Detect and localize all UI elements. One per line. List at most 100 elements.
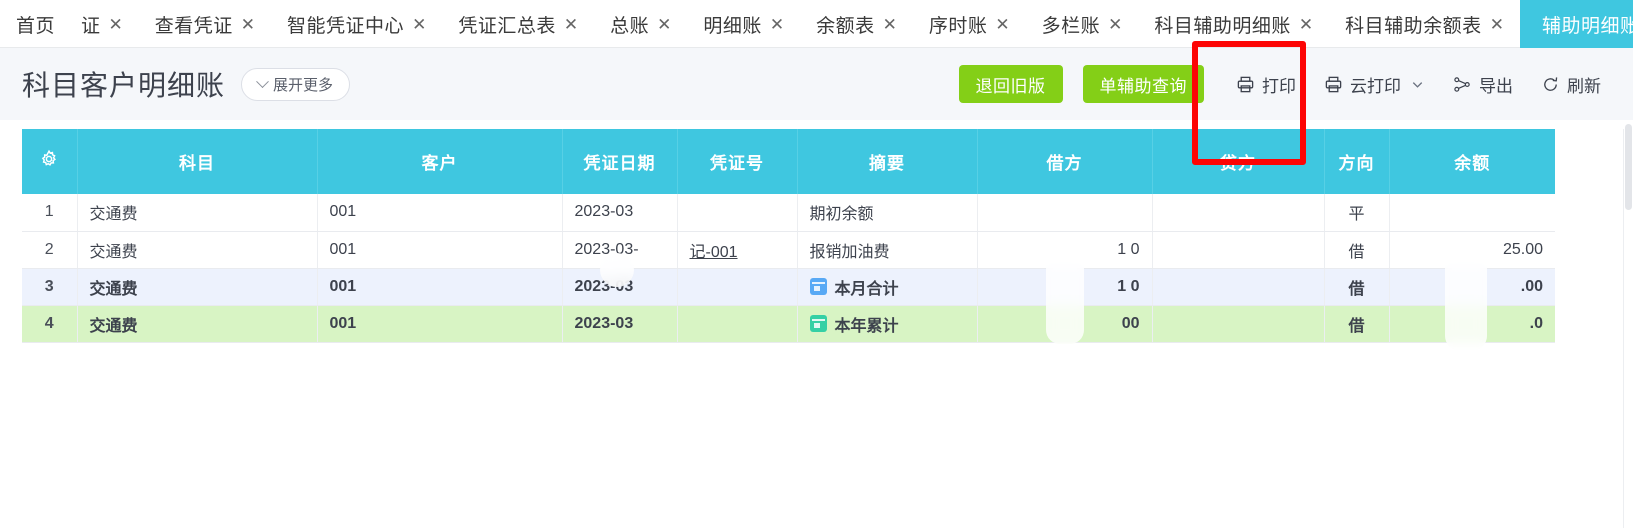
header-direction[interactable]: 方向 xyxy=(1324,129,1390,194)
tab-subject-aux-balance-sheet[interactable]: 科目辅助余额表 ✕ xyxy=(1329,0,1520,48)
cell-voucher xyxy=(677,305,798,343)
cell-balance xyxy=(1389,194,1555,232)
summary-label: 本年累计 xyxy=(834,317,899,335)
table-row[interactable]: 4 交通费 001 2023-03 本年累计 00 借 .0 xyxy=(22,305,1555,343)
tab-aux-detail-ledger[interactable]: 辅助明细账 ✕ xyxy=(1519,0,1633,48)
tab-close-icon[interactable]: ✕ xyxy=(563,14,579,34)
chevron-down-icon xyxy=(1410,77,1425,92)
header-row: 科目 客户 凭证日期 凭证号 摘要 借方 贷方 方向 余额 xyxy=(22,129,1555,194)
voucher-link[interactable]: 记-001 xyxy=(689,243,738,261)
tab-close-icon[interactable]: ✕ xyxy=(1298,14,1314,34)
cell-index: 3 xyxy=(22,268,78,306)
cell-direction: 借 xyxy=(1324,305,1390,343)
cell-debit: 1 0 xyxy=(977,268,1153,306)
table-row[interactable]: 1 交通费 001 2023-03 期初余额 平 xyxy=(22,194,1555,232)
cell-customer: 001 xyxy=(317,194,563,232)
header-balance[interactable]: 余额 xyxy=(1389,129,1555,194)
tab-detail-ledger[interactable]: 明细账 ✕ xyxy=(687,0,800,48)
export-button[interactable]: 导出 xyxy=(1439,65,1527,103)
title-group: 科目客户明细账 展开更多 xyxy=(0,64,351,104)
tab-smart-voucher-center[interactable]: 智能凭证中心 ✕ xyxy=(271,0,442,48)
header-credit[interactable]: 贷方 xyxy=(1152,129,1325,194)
cell-summary: 本年累计 xyxy=(797,305,978,343)
tab-label: 查看凭证 xyxy=(154,15,233,37)
vertical-scrollbar[interactable] xyxy=(1624,122,1633,528)
cell-index: 1 xyxy=(22,194,78,232)
expand-more-button[interactable]: 展开更多 xyxy=(241,67,351,101)
refresh-button[interactable]: 刷新 xyxy=(1527,65,1615,103)
cell-credit xyxy=(1152,194,1325,232)
cell-date: 2023-03 xyxy=(562,268,678,306)
cell-date: 2023-03 xyxy=(562,305,678,343)
gear-icon[interactable] xyxy=(22,149,77,174)
table-body: 1 交通费 001 2023-03 期初余额 平 2 交通费 001 2023-… xyxy=(22,194,1555,343)
tab-close-icon[interactable]: ✕ xyxy=(1489,14,1504,34)
cell-index: 4 xyxy=(22,305,78,343)
summary-label: 本月合计 xyxy=(834,280,899,298)
tab-view-voucher[interactable]: 查看凭证 ✕ xyxy=(139,0,271,48)
cloud-print-button[interactable]: 云打印 xyxy=(1310,65,1439,103)
tab-close-icon[interactable]: ✕ xyxy=(1108,14,1123,34)
tab-subject-aux-detail-ledger[interactable]: 科目辅助明细账 ✕ xyxy=(1138,0,1329,48)
cell-debit: 1 0 xyxy=(977,231,1153,269)
tab-general-ledger[interactable]: 总账 ✕ xyxy=(594,0,687,48)
tab-close-icon[interactable]: ✕ xyxy=(108,14,123,34)
tab-close-icon[interactable]: ✕ xyxy=(240,14,256,34)
cell-direction: 借 xyxy=(1324,268,1390,306)
header-voucher[interactable]: 凭证号 xyxy=(677,129,798,194)
cell-balance: .00 xyxy=(1389,268,1555,306)
tab-label: 总账 xyxy=(610,15,650,37)
tab-close-icon[interactable]: ✕ xyxy=(657,14,672,34)
cell-direction: 借 xyxy=(1324,231,1390,269)
tab-close-icon[interactable]: ✕ xyxy=(769,14,785,34)
tab-bar: 首页 证 ✕ 查看凭证 ✕ 智能凭证中心 ✕ 凭证汇总表 ✕ 总账 ✕ 明细账 … xyxy=(0,0,1633,48)
refresh-icon xyxy=(1541,75,1560,94)
tab-label: 多栏账 xyxy=(1041,15,1101,37)
print-button[interactable]: 打印 xyxy=(1222,65,1310,103)
cell-date: 2023-03- xyxy=(562,231,678,269)
cell-credit xyxy=(1152,231,1325,269)
cell-summary: 报销加油费 xyxy=(797,231,978,269)
tab-balance-sheet[interactable]: 余额表 ✕ xyxy=(800,0,913,48)
cell-summary: 期初余额 xyxy=(797,194,978,232)
header-subject[interactable]: 科目 xyxy=(77,129,318,194)
tab-close-icon[interactable]: ✕ xyxy=(412,14,427,34)
cell-index: 2 xyxy=(22,231,78,269)
column-settings-header[interactable] xyxy=(22,129,78,194)
ledger-table: 科目 客户 凭证日期 凭证号 摘要 借方 贷方 方向 余额 1 交通费 001 … xyxy=(22,129,1555,343)
export-label: 导出 xyxy=(1479,76,1513,96)
tab-voucher-summary[interactable]: 凭证汇总表 ✕ xyxy=(442,0,594,48)
table-row[interactable]: 2 交通费 001 2023-03- 记-001 报销加油费 1 0 借 25.… xyxy=(22,231,1555,269)
tab-label: 科目辅助余额表 xyxy=(1345,15,1482,37)
ledger-table-area: 科目 客户 凭证日期 凭证号 摘要 借方 贷方 方向 余额 1 交通费 001 … xyxy=(0,120,1633,528)
cell-summary: 本月合计 xyxy=(797,268,978,306)
header-debit[interactable]: 借方 xyxy=(977,129,1153,194)
cell-voucher[interactable]: 记-001 xyxy=(677,231,798,269)
back-to-old-version-button[interactable]: 退回旧版 xyxy=(958,65,1063,103)
tab-label: 明细账 xyxy=(703,15,762,37)
header-customer[interactable]: 客户 xyxy=(317,129,563,194)
cell-debit: 00 xyxy=(977,305,1153,343)
header-summary[interactable]: 摘要 xyxy=(797,129,978,194)
export-icon xyxy=(1453,75,1472,94)
tab-close-icon[interactable]: ✕ xyxy=(995,14,1010,34)
page-toolbar: 科目客户明细账 展开更多 退回旧版 单辅助查询 打印 xyxy=(0,48,1633,120)
tab-close-icon[interactable]: ✕ xyxy=(882,14,897,34)
tab-zheng[interactable]: 证 ✕ xyxy=(65,0,139,48)
tab-multi-column-ledger[interactable]: 多栏账 ✕ xyxy=(1026,0,1139,48)
tab-label: 首页 xyxy=(16,15,56,37)
cell-subject: 交通费 xyxy=(77,231,318,269)
single-aux-query-button[interactable]: 单辅助查询 xyxy=(1082,65,1204,103)
refresh-label: 刷新 xyxy=(1567,76,1601,96)
cell-customer: 001 xyxy=(317,231,563,269)
header-date[interactable]: 凭证日期 xyxy=(562,129,678,194)
cell-customer: 001 xyxy=(317,305,563,343)
tab-home[interactable]: 首页 xyxy=(0,0,65,48)
table-row[interactable]: 3 交通费 001 2023-03 本月合计 1 0 借 .00 xyxy=(22,268,1555,306)
scrollbar-thumb[interactable] xyxy=(1625,124,1632,210)
cell-date: 2023-03 xyxy=(562,194,678,232)
tab-label: 科目辅助明细账 xyxy=(1154,15,1291,37)
tab-sequential-ledger[interactable]: 序时账 ✕ xyxy=(913,0,1026,48)
print-label: 打印 xyxy=(1262,76,1296,96)
